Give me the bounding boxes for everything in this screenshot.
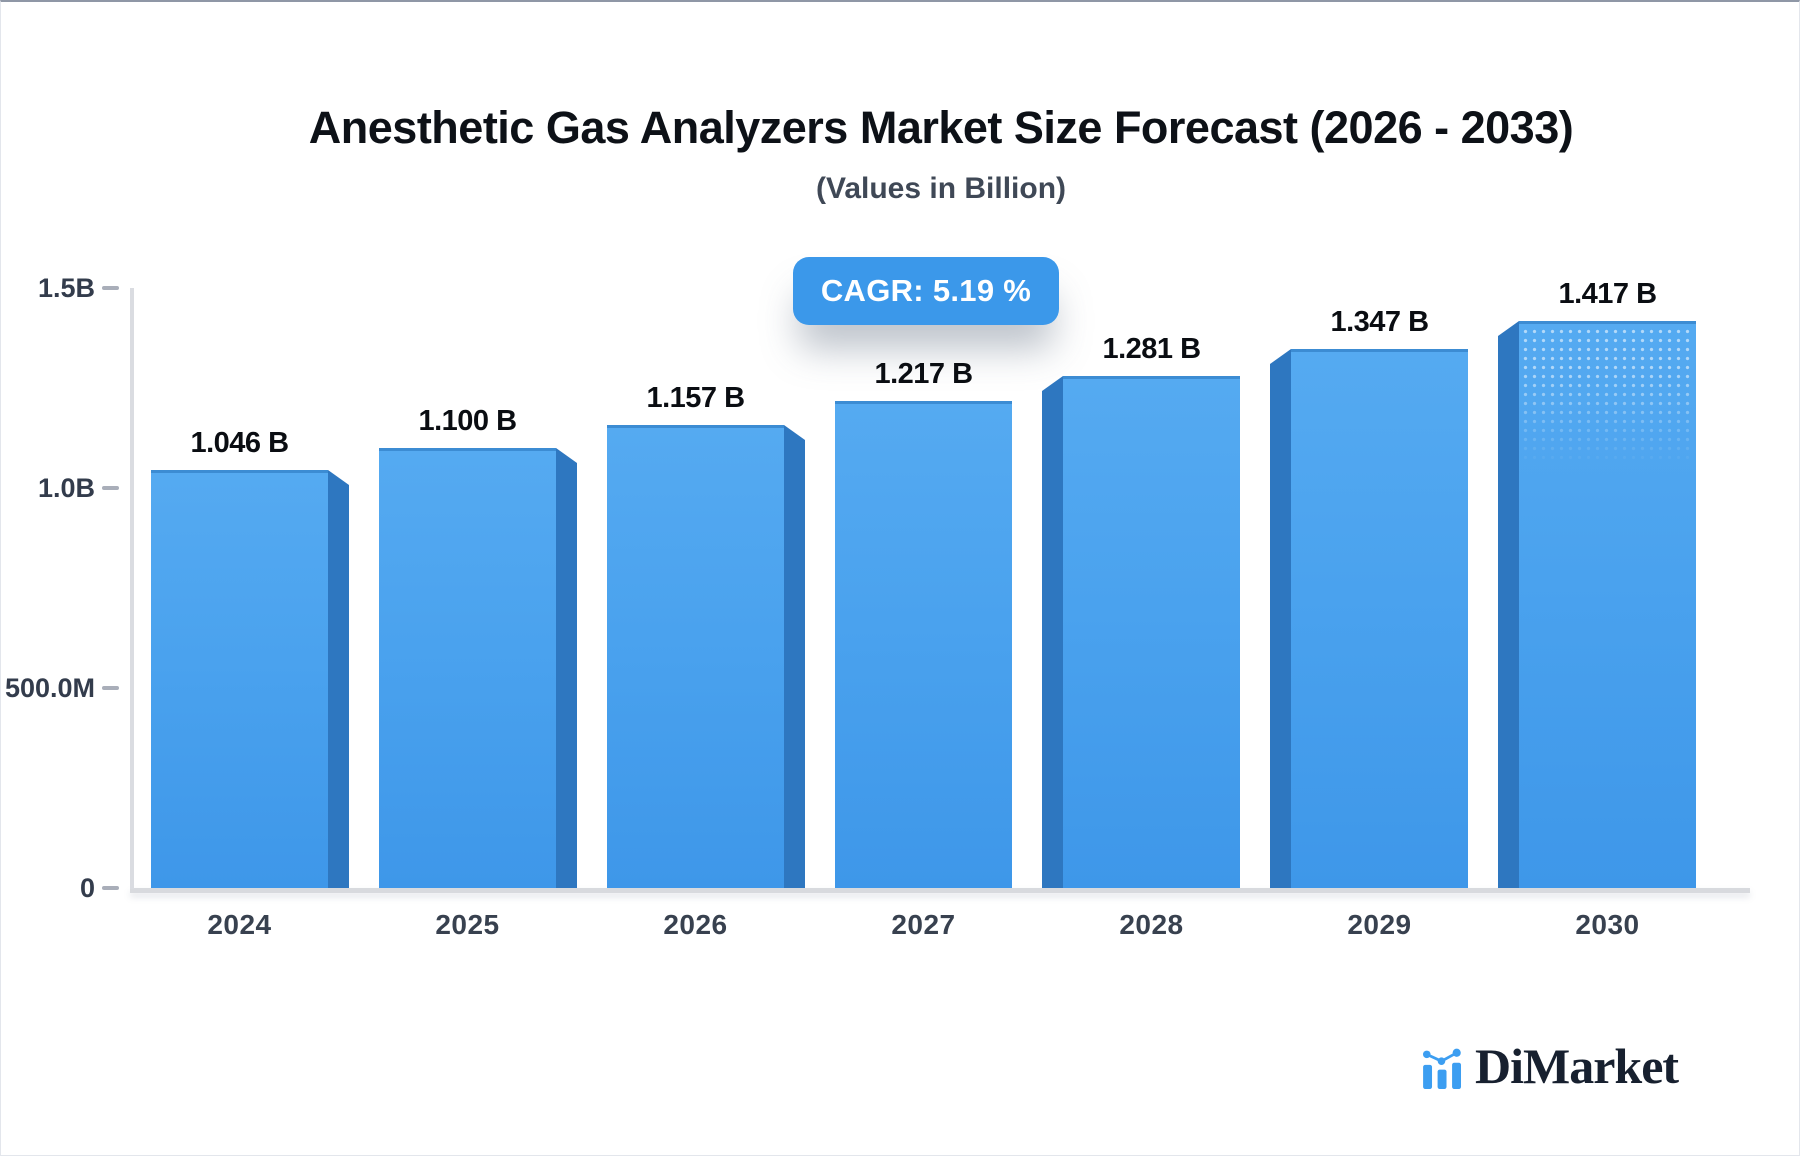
- bar-value-label: 1.046 B: [190, 427, 289, 459]
- bar-value-label: 1.157 B: [646, 382, 745, 414]
- chart-subtitle: (Values in Billion): [815, 172, 1067, 205]
- bar-2028: [1042, 376, 1240, 888]
- bar-2026: [607, 425, 805, 888]
- mini-bar-chart-trend-icon: [1422, 1048, 1462, 1089]
- bar-side-face: [1042, 391, 1063, 888]
- brand-name: DiMarket: [1475, 1038, 1679, 1094]
- y-tick-label: 1.0B: [37, 473, 95, 503]
- bar-front-face: [835, 401, 1012, 888]
- bar-chamfer: [556, 448, 577, 463]
- cagr-badge: CAGR: 5.19 %: [793, 257, 1059, 325]
- x-tick-label-2024: 2024: [207, 909, 272, 940]
- bar-value-label: 1.281 B: [1102, 333, 1201, 365]
- bar-value-label: 1.347 B: [1330, 306, 1429, 338]
- bar-chamfer: [1498, 321, 1519, 336]
- y-tick-label: 1.5B: [37, 273, 95, 303]
- y-tick-mark: [102, 886, 119, 890]
- x-tick-label-2028: 2028: [1119, 909, 1184, 940]
- bar-chamfer: [1042, 376, 1063, 391]
- bar-side-face: [556, 463, 577, 888]
- y-tick-mark: [102, 686, 119, 690]
- bar-2029: [1270, 349, 1468, 888]
- bar-front-face: [1519, 321, 1696, 888]
- x-tick-label-2029: 2029: [1347, 909, 1412, 940]
- bar-dotted-texture: [1521, 327, 1694, 467]
- brand-logo: DiMarket: [1421, 1038, 1679, 1094]
- bar-side-face: [328, 485, 349, 888]
- bar-front-face: [151, 470, 328, 888]
- x-tick-label-2027: 2027: [891, 909, 956, 940]
- bar-2024: [151, 470, 349, 888]
- bar-value-label: 1.217 B: [874, 358, 973, 390]
- bar-value-label: 1.417 B: [1558, 278, 1657, 310]
- x-axis-line: [130, 888, 1750, 893]
- bar-front-face: [1063, 376, 1240, 888]
- plot-area: 1.046 B 2024 1.100 B 2025 1.157 B 2026 1.217 B…: [131, 278, 1751, 940]
- bar-front-face: [607, 425, 784, 888]
- x-tick-label-2026: 2026: [663, 909, 728, 940]
- y-tick-mark: [102, 286, 119, 290]
- x-tick-label-2025: 2025: [435, 909, 500, 940]
- y-axis-line: [130, 288, 134, 889]
- x-tick-label-2030: 2030: [1575, 909, 1640, 940]
- bar-side-face: [1270, 364, 1291, 888]
- bar-front-face: [379, 448, 556, 888]
- chart-title: Anesthetic Gas Analyzers Market Size For…: [308, 102, 1574, 153]
- bar-chamfer: [328, 470, 349, 485]
- bar-2025: [379, 448, 577, 888]
- y-tick-label: 0: [79, 873, 95, 903]
- bar-value-label: 1.100 B: [418, 405, 517, 437]
- bar-side-face: [1498, 336, 1519, 888]
- y-tick-mark: [102, 486, 119, 490]
- bar-2027: [835, 401, 1012, 888]
- bar-side-face: [784, 440, 805, 888]
- y-tick-label: 500.0M: [4, 673, 95, 703]
- bar-front-face: [1291, 349, 1468, 888]
- bar-2030: [1498, 321, 1696, 888]
- bar-chamfer: [784, 425, 805, 440]
- bar-chamfer: [1270, 349, 1291, 364]
